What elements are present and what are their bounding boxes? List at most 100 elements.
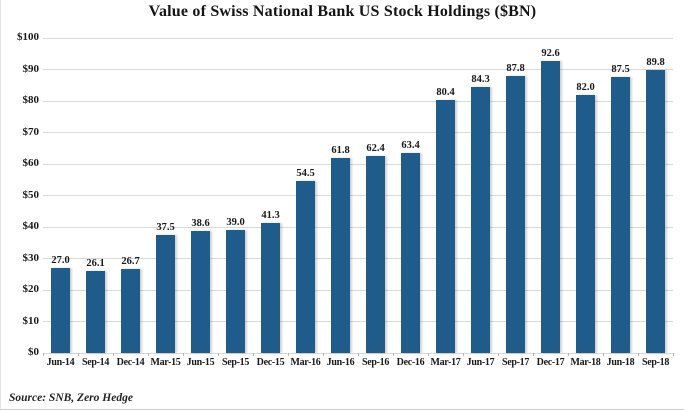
- y-axis-tick-label: $100: [17, 31, 39, 43]
- y-axis-tick-label: $80: [22, 94, 40, 106]
- gridline-90: [43, 69, 673, 70]
- bar-Dec-14: [121, 268, 140, 353]
- x-axis-tick-mark: [603, 353, 604, 356]
- bar-slot-Jun-16: 61.8: [323, 38, 358, 353]
- y-axis-tick-label: $50: [22, 188, 40, 201]
- bar-value-label: 37.5: [156, 221, 175, 233]
- bar-Sep-14: [86, 270, 105, 353]
- bar-slot-Sep-17: 87.8: [498, 38, 533, 353]
- x-axis-tick-mark: [358, 353, 359, 356]
- x-axis-category-label: Mar-18: [570, 357, 601, 368]
- x-axis-tick-mark: [393, 353, 394, 356]
- x-axis-tick-mark: [638, 353, 639, 356]
- plot-area: $0 $10 $20 $30 $40 $50 $60 $70 $80 $90 $100 27.0 26.…: [17, 31, 674, 358]
- x-axis-tick-mark: [43, 353, 44, 356]
- bar-value-label: 38.6: [191, 218, 210, 230]
- x-axis-category-label: Mar-15: [150, 357, 181, 368]
- x-axis-tick-mark: [568, 353, 569, 356]
- source-credit: Source: SNB, Zero Hedge: [9, 392, 133, 404]
- x-axis-category-label: Dec-15: [256, 357, 285, 368]
- bar-Dec-15: [261, 222, 280, 353]
- gridline-40: [43, 226, 673, 228]
- bar-slot-Jun-14: 27.0: [43, 38, 78, 353]
- bar-Sep-15: [226, 230, 245, 353]
- bar-value-label: 89.8: [646, 57, 665, 69]
- bar-value-label: 92.6: [541, 48, 560, 60]
- bar-Jun-18: [611, 77, 630, 353]
- bar-Sep-17: [506, 76, 525, 353]
- x-axis-tick-mark: [463, 353, 464, 356]
- bar-Mar-16: [296, 181, 315, 353]
- bar-slot-Dec-16: 63.4: [393, 38, 428, 353]
- gridline-100: [43, 37, 673, 39]
- bar-slot-Sep-15: 39.0: [218, 38, 253, 353]
- y-axis-tick-label: $0: [28, 346, 39, 358]
- x-axis-category-label: Mar-16: [290, 357, 321, 368]
- bar-Jun-15: [191, 231, 210, 353]
- x-axis-category-label: Sep-18: [641, 357, 670, 368]
- x-axis-category-label: Jun-16: [326, 357, 355, 368]
- gridline-20: [43, 289, 673, 291]
- chart-title: Value of Swiss National Bank US Stock Ho…: [148, 3, 537, 20]
- bar-Mar-15: [156, 234, 175, 353]
- y-axis-tick-label: $70: [22, 125, 40, 138]
- bar-value-label: 39.0: [226, 217, 245, 229]
- x-axis-tick-mark: [498, 353, 499, 356]
- bar-Mar-17: [436, 99, 455, 353]
- x-axis-category-label: Jun-18: [606, 357, 635, 368]
- bar-value-label: 82.0: [576, 81, 595, 93]
- gridline-30: [43, 258, 673, 259]
- y-axis-tick-label: $20: [22, 283, 40, 295]
- bar-Jun-14: [51, 267, 70, 353]
- x-axis-category-label: Sep-14: [81, 357, 110, 368]
- bar-slot-Dec-15: 41.3: [253, 38, 288, 353]
- bar-Dec-16: [401, 153, 420, 353]
- bar-value-label: 41.3: [261, 209, 280, 221]
- gridline-50: [43, 195, 673, 196]
- bar-Sep-18: [646, 70, 665, 353]
- bar-slot-Sep-14: 26.1: [78, 38, 113, 353]
- bar-Mar-18: [576, 94, 595, 353]
- x-axis-tick-mark: [148, 353, 149, 356]
- x-axis-category-label: Jun-14: [46, 357, 75, 368]
- gridline-10: [43, 321, 673, 322]
- bars-container: 27.0 26.1 26.7 37.5 38.6 39.0 41.3 54.5 61.8 62.4…: [43, 38, 673, 353]
- x-axis-category-label: Dec-16: [396, 357, 425, 368]
- bar-value-label: 80.4: [436, 86, 455, 98]
- gridline-70: [43, 132, 673, 133]
- x-axis-tick-mark: [78, 353, 79, 356]
- bar-value-label: 87.8: [506, 63, 525, 75]
- bar-Jun-16: [331, 158, 350, 353]
- bar-value-label: 63.4: [401, 140, 420, 152]
- gridline-80: [43, 100, 673, 102]
- bar-value-label: 26.7: [121, 255, 140, 267]
- x-axis-tick-mark: [428, 353, 429, 356]
- bar-value-label: 54.5: [296, 168, 315, 180]
- y-axis-tick-label: $30: [22, 251, 40, 264]
- bar-value-label: 61.8: [331, 145, 350, 157]
- x-axis-category-label: Jun-15: [186, 357, 215, 368]
- x-axis-category-label: Dec-14: [116, 357, 145, 368]
- x-axis-labels: Jun-14 Sep-14 Dec-14 Mar-15 Jun-15 Sep-15 Dec-…: [43, 357, 673, 368]
- bar-slot-Mar-18: 82.0: [568, 38, 603, 353]
- x-axis-tick-mark: [533, 353, 534, 356]
- x-axis-tick-mark: [323, 353, 324, 356]
- x-axis-category-label: Dec-17: [536, 357, 565, 368]
- x-axis-tick-mark: [218, 353, 219, 356]
- bar-value-label: 87.5: [611, 64, 630, 76]
- x-axis-category-label: Sep-16: [361, 357, 390, 368]
- bar-slot-Dec-17: 92.6: [533, 38, 568, 353]
- x-axis-tick-mark: [183, 353, 184, 356]
- bar-slot-Sep-18: 89.8: [638, 38, 673, 353]
- bar-slot-Jun-18: 87.5: [603, 38, 638, 353]
- bar-slot-Jun-17: 84.3: [463, 38, 498, 353]
- x-axis-tick-mark: [673, 353, 674, 356]
- x-axis-category-label: Sep-15: [221, 357, 250, 368]
- bar-Sep-16: [366, 156, 385, 353]
- x-axis-category-label: Jun-17: [466, 357, 495, 368]
- gridline-60: [43, 163, 673, 165]
- bar-slot-Jun-15: 38.6: [183, 38, 218, 353]
- x-axis-tick-mark: [113, 353, 114, 356]
- bar-Jun-17: [471, 87, 490, 353]
